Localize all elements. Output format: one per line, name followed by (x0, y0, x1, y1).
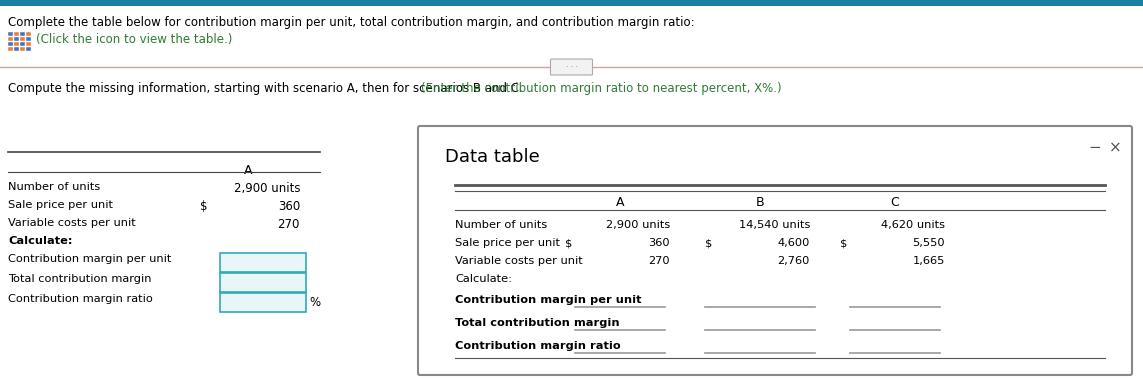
Bar (19, 37, 25, 41)
Text: %: % (309, 296, 320, 310)
Text: Contribution margin ratio: Contribution margin ratio (8, 294, 153, 304)
Bar (8, 47, 13, 51)
FancyBboxPatch shape (219, 273, 305, 291)
Text: Contribution margin ratio: Contribution margin ratio (455, 341, 621, 351)
Bar (14, 37, 19, 41)
Bar (14, 42, 19, 46)
Bar (8, 32, 13, 36)
Bar (14, 47, 19, 51)
Text: C: C (890, 196, 900, 209)
Text: 4,600: 4,600 (777, 238, 810, 248)
Bar (26, 42, 31, 46)
Text: 4,620 units: 4,620 units (881, 220, 945, 230)
Text: $: $ (200, 200, 208, 213)
Text: (Click the icon to view the table.): (Click the icon to view the table.) (35, 33, 232, 46)
Text: Calculate:: Calculate: (455, 274, 512, 284)
Text: B: B (756, 196, 765, 209)
Text: 2,900 units: 2,900 units (606, 220, 670, 230)
Text: 2,900 units: 2,900 units (233, 182, 299, 195)
Text: A: A (616, 196, 624, 209)
Text: 14,540 units: 14,540 units (738, 220, 810, 230)
FancyBboxPatch shape (219, 293, 305, 311)
FancyBboxPatch shape (418, 126, 1132, 375)
Text: $: $ (705, 238, 712, 248)
Text: ×: × (1109, 140, 1121, 155)
Text: Number of units: Number of units (8, 182, 101, 192)
Bar (19, 47, 25, 51)
Text: Variable costs per unit: Variable costs per unit (455, 256, 583, 266)
Text: Complete the table below for contribution margin per unit, total contribution ma: Complete the table below for contributio… (8, 16, 695, 29)
Text: Compute the missing information, starting with scenario A, then for scenarios B : Compute the missing information, startin… (8, 82, 527, 95)
Bar (19, 32, 25, 36)
Text: Calculate:: Calculate: (8, 236, 72, 246)
Text: $: $ (840, 238, 847, 248)
Text: 360: 360 (648, 238, 670, 248)
Bar (14, 32, 19, 36)
Text: $: $ (565, 238, 573, 248)
FancyBboxPatch shape (219, 253, 305, 271)
Bar (26, 47, 31, 51)
Text: Sale price per unit: Sale price per unit (8, 200, 113, 210)
Text: Contribution margin per unit: Contribution margin per unit (455, 295, 641, 305)
Text: 5,550: 5,550 (912, 238, 945, 248)
Text: 1,665: 1,665 (912, 256, 945, 266)
Bar (0, 0, 1143, 6)
Bar (26, 32, 31, 36)
Text: (Enter the contribution margin ratio to nearest percent, X%.): (Enter the contribution margin ratio to … (422, 82, 782, 95)
Text: 270: 270 (278, 218, 299, 231)
Text: A: A (243, 164, 253, 177)
Text: Number of units: Number of units (455, 220, 547, 230)
Text: Data table: Data table (445, 148, 539, 166)
Text: Total contribution margin: Total contribution margin (455, 318, 620, 328)
Text: · · ·: · · · (566, 62, 577, 71)
Text: −: − (1088, 140, 1102, 155)
FancyBboxPatch shape (551, 59, 592, 75)
Text: 360: 360 (278, 200, 299, 213)
Text: Variable costs per unit: Variable costs per unit (8, 218, 136, 228)
Text: Sale price per unit: Sale price per unit (455, 238, 560, 248)
Bar (19, 42, 25, 46)
Text: 270: 270 (648, 256, 670, 266)
Bar (26, 37, 31, 41)
Text: 2,760: 2,760 (777, 256, 810, 266)
Text: Total contribution margin: Total contribution margin (8, 274, 152, 284)
Bar (8, 37, 13, 41)
Bar (8, 42, 13, 46)
Text: Contribution margin per unit: Contribution margin per unit (8, 254, 171, 264)
